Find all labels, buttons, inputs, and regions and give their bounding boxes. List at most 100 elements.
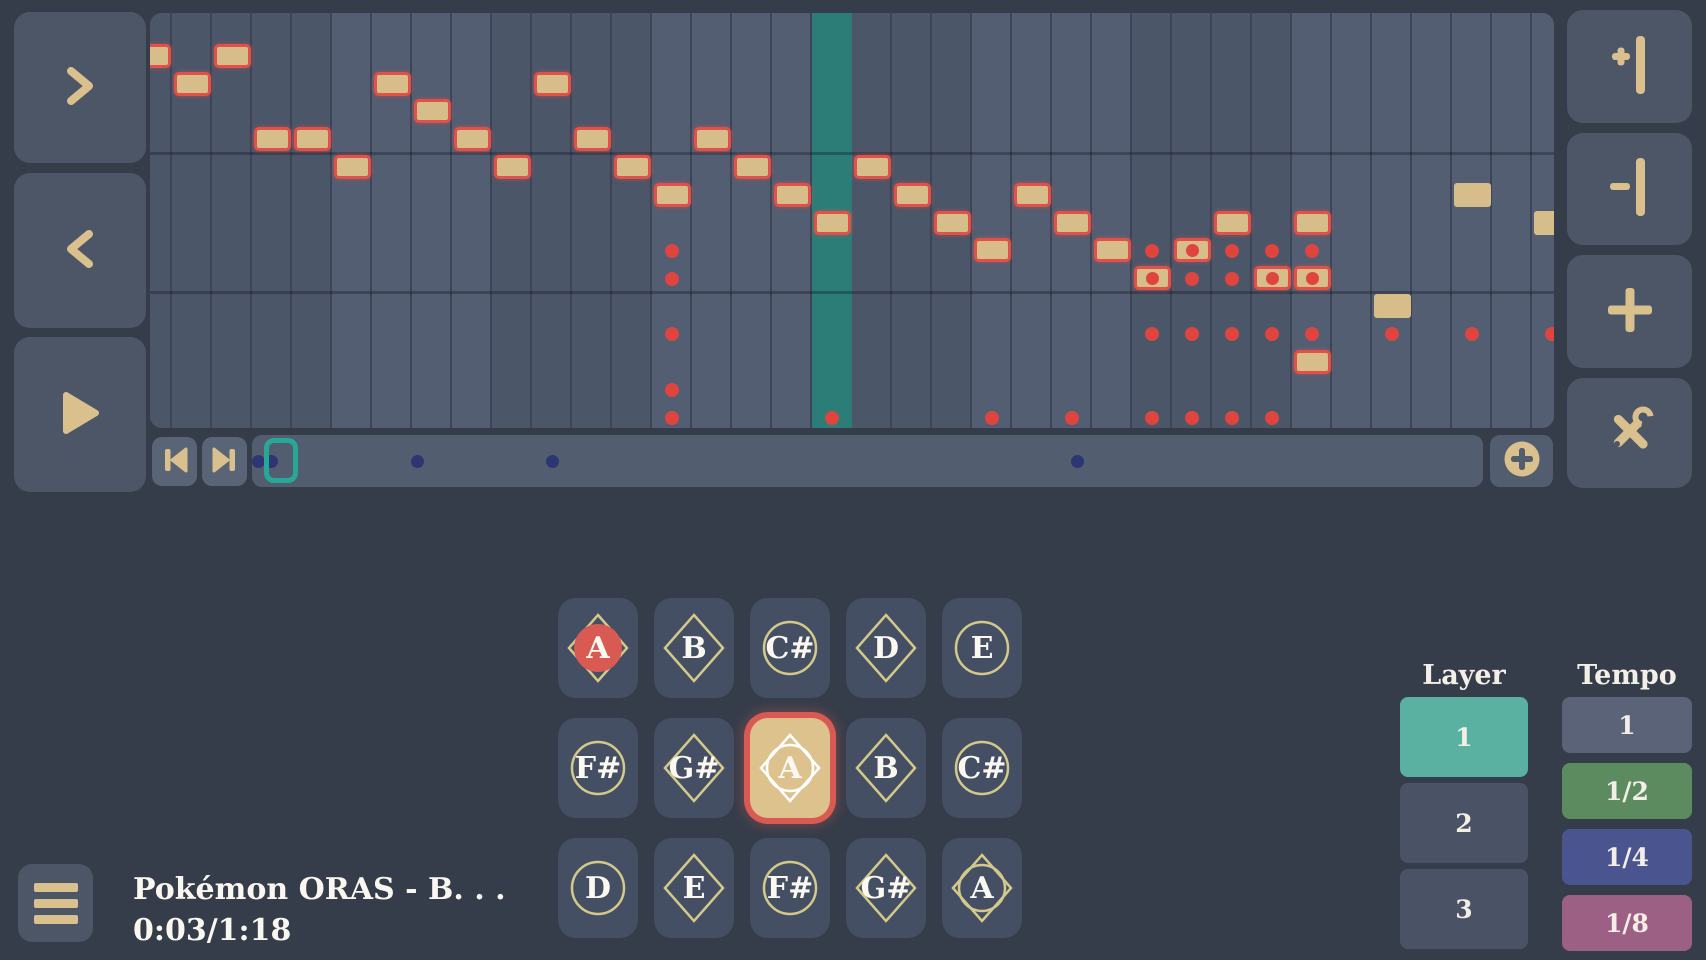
tempo-option-1-8[interactable]: 1/8: [1562, 895, 1692, 951]
grid-column[interactable]: [572, 13, 612, 428]
grid-column[interactable]: [1012, 13, 1052, 428]
grid-column[interactable]: [492, 13, 532, 428]
note-block[interactable]: [1533, 210, 1554, 235]
grid-column[interactable]: [332, 13, 372, 428]
layer-option-2[interactable]: 2: [1400, 783, 1528, 863]
note-block[interactable]: [853, 155, 891, 179]
note-block[interactable]: [493, 155, 531, 179]
add-button[interactable]: [1567, 255, 1692, 368]
note-block[interactable]: [613, 155, 651, 179]
note-block[interactable]: [1293, 349, 1331, 374]
song-title: Pokémon ORAS - B. . .: [133, 872, 506, 907]
grid-column[interactable]: [452, 13, 492, 428]
grid-column[interactable]: [1252, 13, 1292, 428]
grid-column[interactable]: [1372, 13, 1412, 428]
note-block[interactable]: [733, 155, 771, 179]
note-grid[interactable]: [150, 13, 1554, 428]
note-block[interactable]: [773, 182, 811, 207]
note-pad-d[interactable]: D: [846, 598, 926, 698]
tempo-option-1-4[interactable]: 1/4: [1562, 829, 1692, 885]
grid-column[interactable]: [412, 13, 452, 428]
note-pad-csharp[interactable]: C#: [942, 718, 1022, 818]
grid-column[interactable]: [150, 13, 172, 428]
note-block[interactable]: [1253, 266, 1291, 291]
grid-column[interactable]: [652, 13, 692, 428]
append-column-button[interactable]: [1567, 10, 1692, 123]
note-pad-b[interactable]: B: [846, 718, 926, 818]
note-pad-e[interactable]: E: [942, 598, 1022, 698]
grid-column[interactable]: [1132, 13, 1172, 428]
note-pad-gsharp[interactable]: G#: [846, 838, 926, 938]
note-block[interactable]: [413, 99, 451, 124]
grid-column[interactable]: [732, 13, 772, 428]
grid-column[interactable]: [972, 13, 1012, 428]
note-block[interactable]: [533, 71, 571, 96]
play-button[interactable]: [14, 337, 146, 492]
layer-note-dot: [665, 243, 679, 258]
note-block[interactable]: [213, 43, 251, 68]
grid-column[interactable]: [1492, 13, 1532, 428]
grid-column[interactable]: [1332, 13, 1372, 428]
note-block[interactable]: [1453, 182, 1491, 207]
grid-column[interactable]: [292, 13, 332, 428]
note-pad-a[interactable]: A: [750, 718, 830, 818]
tempo-option-1-2[interactable]: 1/2: [1562, 763, 1692, 819]
timeline-position-marker[interactable]: [264, 438, 298, 483]
menu-button[interactable]: [18, 864, 93, 942]
grid-column[interactable]: [612, 13, 652, 428]
skip-to-end-button[interactable]: [202, 437, 247, 486]
note-pad-b[interactable]: B: [654, 598, 734, 698]
note-block[interactable]: [973, 238, 1011, 263]
grid-column[interactable]: [772, 13, 812, 428]
settings-button[interactable]: [1567, 378, 1692, 488]
note-block[interactable]: [1093, 238, 1131, 263]
note-pad-csharp[interactable]: C#: [750, 598, 830, 698]
note-block[interactable]: [453, 127, 491, 152]
note-block[interactable]: [693, 127, 731, 152]
note-pad-e[interactable]: E: [654, 838, 734, 938]
skip-to-start-button[interactable]: [152, 437, 197, 486]
note-block[interactable]: [293, 127, 331, 152]
tempo-option-1[interactable]: 1: [1562, 697, 1692, 753]
note-pad-fsharp[interactable]: F#: [558, 718, 638, 818]
grid-column[interactable]: [852, 13, 892, 428]
note-pad-a[interactable]: A: [942, 838, 1022, 938]
grid-column[interactable]: [212, 13, 252, 428]
note-block[interactable]: [1373, 294, 1411, 318]
prev-page-button[interactable]: [14, 173, 146, 328]
note-block[interactable]: [1173, 238, 1211, 263]
add-measure-button[interactable]: [1490, 435, 1553, 487]
grid-column[interactable]: [892, 13, 932, 428]
note-block[interactable]: [173, 71, 211, 96]
next-page-button[interactable]: [14, 12, 146, 163]
note-pad-a[interactable]: A: [558, 598, 638, 698]
note-block[interactable]: [333, 155, 371, 179]
note-block[interactable]: [1213, 210, 1251, 235]
note-block[interactable]: [573, 127, 611, 152]
note-pad-d[interactable]: D: [558, 838, 638, 938]
layer-option-3[interactable]: 3: [1400, 869, 1528, 949]
grid-column[interactable]: [1412, 13, 1452, 428]
note-block[interactable]: [1133, 266, 1171, 291]
note-block[interactable]: [150, 43, 171, 68]
grid-column[interactable]: [692, 13, 732, 428]
note-block[interactable]: [933, 210, 971, 235]
note-block[interactable]: [1293, 266, 1331, 291]
grid-column[interactable]: [1452, 13, 1492, 428]
note-block[interactable]: [893, 182, 931, 207]
note-block[interactable]: [253, 127, 291, 152]
note-pad-gsharp[interactable]: G#: [654, 718, 734, 818]
note-block[interactable]: [813, 210, 851, 235]
remove-column-button[interactable]: [1567, 133, 1692, 245]
note-block[interactable]: [1013, 182, 1051, 207]
grid-column[interactable]: [1172, 13, 1212, 428]
grid-column[interactable]: [1092, 13, 1132, 428]
note-block[interactable]: [373, 71, 411, 96]
note-pad-fsharp[interactable]: F#: [750, 838, 830, 938]
note-block[interactable]: [1293, 210, 1331, 235]
layer-option-1[interactable]: 1: [1400, 697, 1528, 777]
note-block[interactable]: [1053, 210, 1091, 235]
grid-column[interactable]: [252, 13, 292, 428]
note-block[interactable]: [653, 182, 691, 207]
measure-timeline[interactable]: [252, 435, 1483, 487]
